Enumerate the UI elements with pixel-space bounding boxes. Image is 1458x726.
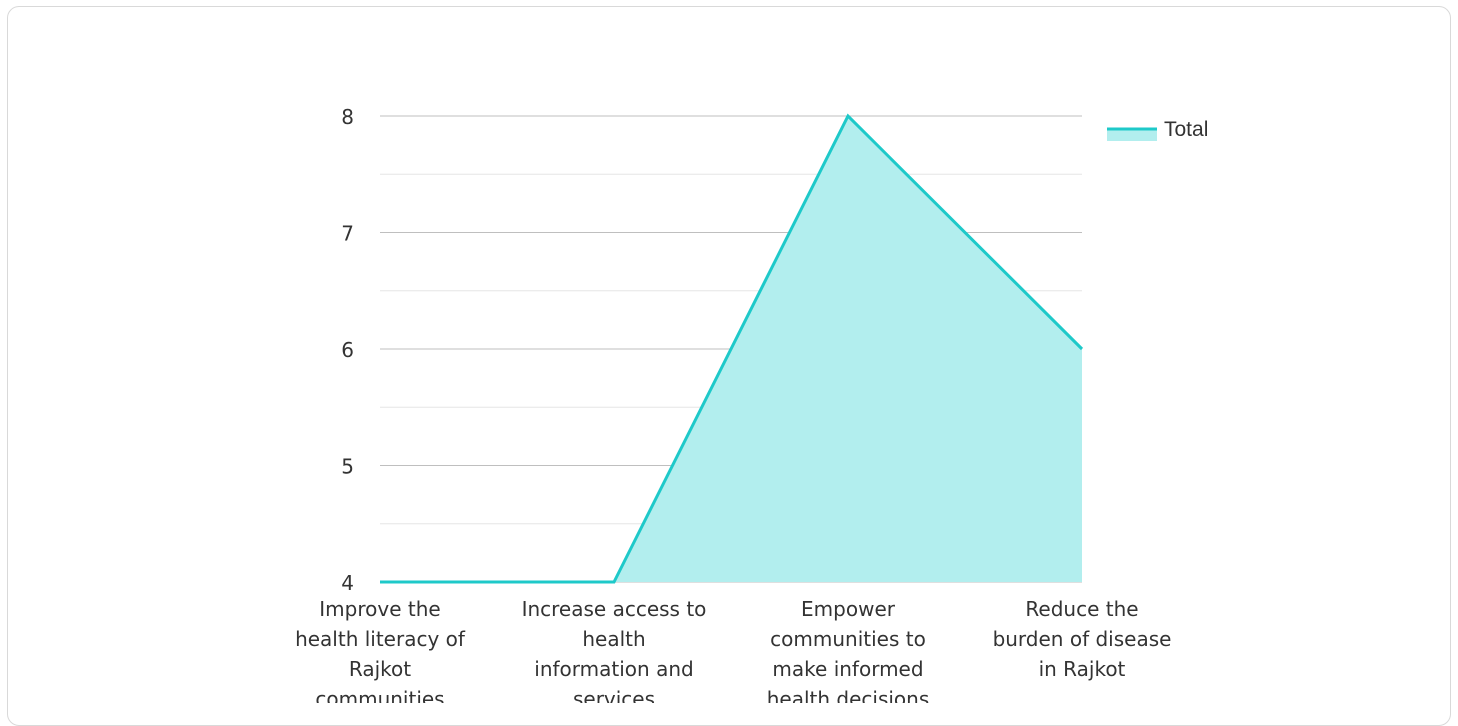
y-tick-label: 8 — [341, 105, 354, 129]
y-tick-label: 6 — [341, 338, 354, 362]
x-category-label: Increase access to health information and s… — [522, 597, 707, 703]
data-point-1[interactable] — [377, 579, 383, 585]
area-chart: 4 5 6 7 8 Improve the health literacy of Rajko… — [295, 105, 1208, 703]
data-point-3[interactable] — [845, 113, 851, 119]
legend-swatch-total — [1107, 129, 1157, 141]
data-point-2[interactable] — [611, 579, 617, 585]
series-total-line — [380, 113, 1084, 584]
y-tick-label: 7 — [341, 222, 354, 246]
x-category-label: Empower communities to make informed health… — [767, 597, 930, 703]
x-category-label: Improve the health literacy of Rajkot commu… — [295, 597, 466, 703]
y-axis-ticks: 4 5 6 7 8 — [341, 105, 354, 595]
legend[interactable]: Total — [1107, 118, 1208, 141]
x-category-label: Reduce the burden of disease in Rajkot — [993, 597, 1172, 681]
x-axis-category-labels: Improve the health literacy of Rajkot commu… — [295, 597, 1171, 703]
legend-label-total: Total — [1164, 118, 1208, 141]
y-tick-label: 4 — [341, 571, 354, 595]
y-tick-label: 5 — [341, 455, 354, 479]
data-point-4[interactable] — [1079, 346, 1085, 352]
